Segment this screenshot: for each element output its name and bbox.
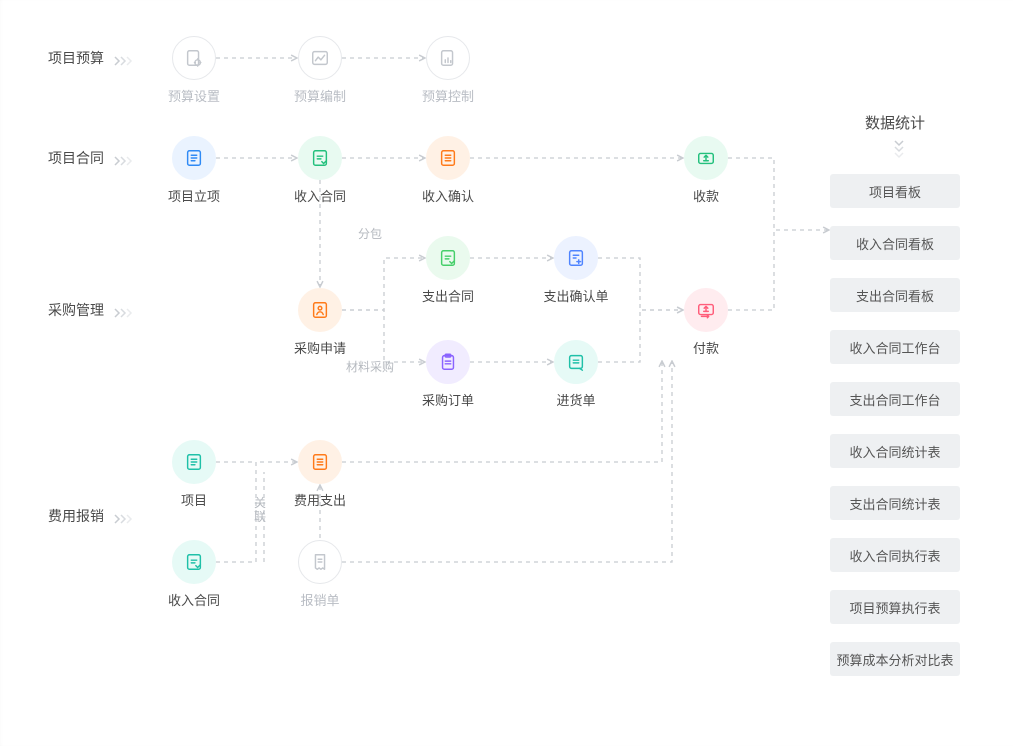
node-n_stock_in[interactable] bbox=[554, 340, 598, 384]
node-n_receipt-label: 收款 bbox=[693, 186, 719, 205]
stats-down-arrow-icon bbox=[893, 140, 905, 167]
node-n_income_ctr2-label: 收入合同 bbox=[168, 590, 220, 609]
stat-button-6[interactable]: 支出合同统计表 bbox=[830, 486, 960, 520]
node-n_income_ctr-label: 收入合同 bbox=[294, 186, 346, 205]
node-n_project-label: 项目 bbox=[181, 490, 207, 509]
stats-title: 数据统计 bbox=[865, 112, 925, 133]
node-n_budget_ctrl-label: 预算控制 bbox=[422, 86, 474, 105]
node-n_budget_ctrl bbox=[426, 36, 470, 80]
node-n_pur_req[interactable] bbox=[298, 288, 342, 332]
node-n_pay-label: 付款 bbox=[693, 338, 719, 357]
node-n_stock_in-label: 进货单 bbox=[556, 390, 595, 409]
node-n_reimb-label: 报销单 bbox=[300, 590, 339, 609]
node-n_budget_make-label: 预算编制 bbox=[294, 86, 346, 105]
node-n_income_ctr[interactable] bbox=[298, 136, 342, 180]
diagram-stage: 项目预算 项目合同 采购管理 费用报销 分包材料采购关联预算设置预算编制预算控制… bbox=[0, 0, 1013, 746]
edge-label: 分包 bbox=[358, 225, 382, 242]
node-n_budget_make bbox=[298, 36, 342, 80]
node-n_out_ctr[interactable] bbox=[426, 236, 470, 280]
node-n_pur_ord[interactable] bbox=[426, 340, 470, 384]
node-n_receipt[interactable] bbox=[684, 136, 728, 180]
node-n_income_cf-label: 收入确认 bbox=[422, 186, 474, 205]
node-n_expense_out[interactable] bbox=[298, 440, 342, 484]
node-n_out_ctr-label: 支出合同 bbox=[422, 286, 474, 305]
node-n_reimb bbox=[298, 540, 342, 584]
node-n_pur_ord-label: 采购订单 bbox=[422, 390, 474, 409]
node-n_budget_set-label: 预算设置 bbox=[168, 86, 220, 105]
node-n_pay[interactable] bbox=[684, 288, 728, 332]
node-n_proj_init-label: 项目立项 bbox=[168, 186, 220, 205]
node-n_project[interactable] bbox=[172, 440, 216, 484]
node-n_pur_req-label: 采购申请 bbox=[294, 338, 346, 357]
node-n_out_cf[interactable] bbox=[554, 236, 598, 280]
stat-button-0[interactable]: 项目看板 bbox=[830, 174, 960, 208]
edge-label: 材料采购 bbox=[346, 358, 394, 375]
stat-button-7[interactable]: 收入合同执行表 bbox=[830, 538, 960, 572]
stat-button-9[interactable]: 预算成本分析对比表 bbox=[830, 642, 960, 676]
node-n_income_ctr2[interactable] bbox=[172, 540, 216, 584]
stat-button-5[interactable]: 收入合同统计表 bbox=[830, 434, 960, 468]
stat-button-1[interactable]: 收入合同看板 bbox=[830, 226, 960, 260]
node-n_out_cf-label: 支出确认单 bbox=[543, 286, 608, 305]
node-n_proj_init[interactable] bbox=[172, 136, 216, 180]
stat-button-4[interactable]: 支出合同工作台 bbox=[830, 382, 960, 416]
edge-label: 关联 bbox=[254, 496, 268, 524]
connectors-layer bbox=[0, 0, 1013, 746]
stat-button-8[interactable]: 项目预算执行表 bbox=[830, 590, 960, 624]
node-n_income_cf[interactable] bbox=[426, 136, 470, 180]
stat-button-2[interactable]: 支出合同看板 bbox=[830, 278, 960, 312]
node-n_budget_set bbox=[172, 36, 216, 80]
stat-button-3[interactable]: 收入合同工作台 bbox=[830, 330, 960, 364]
node-n_expense_out-label: 费用支出 bbox=[294, 490, 346, 509]
